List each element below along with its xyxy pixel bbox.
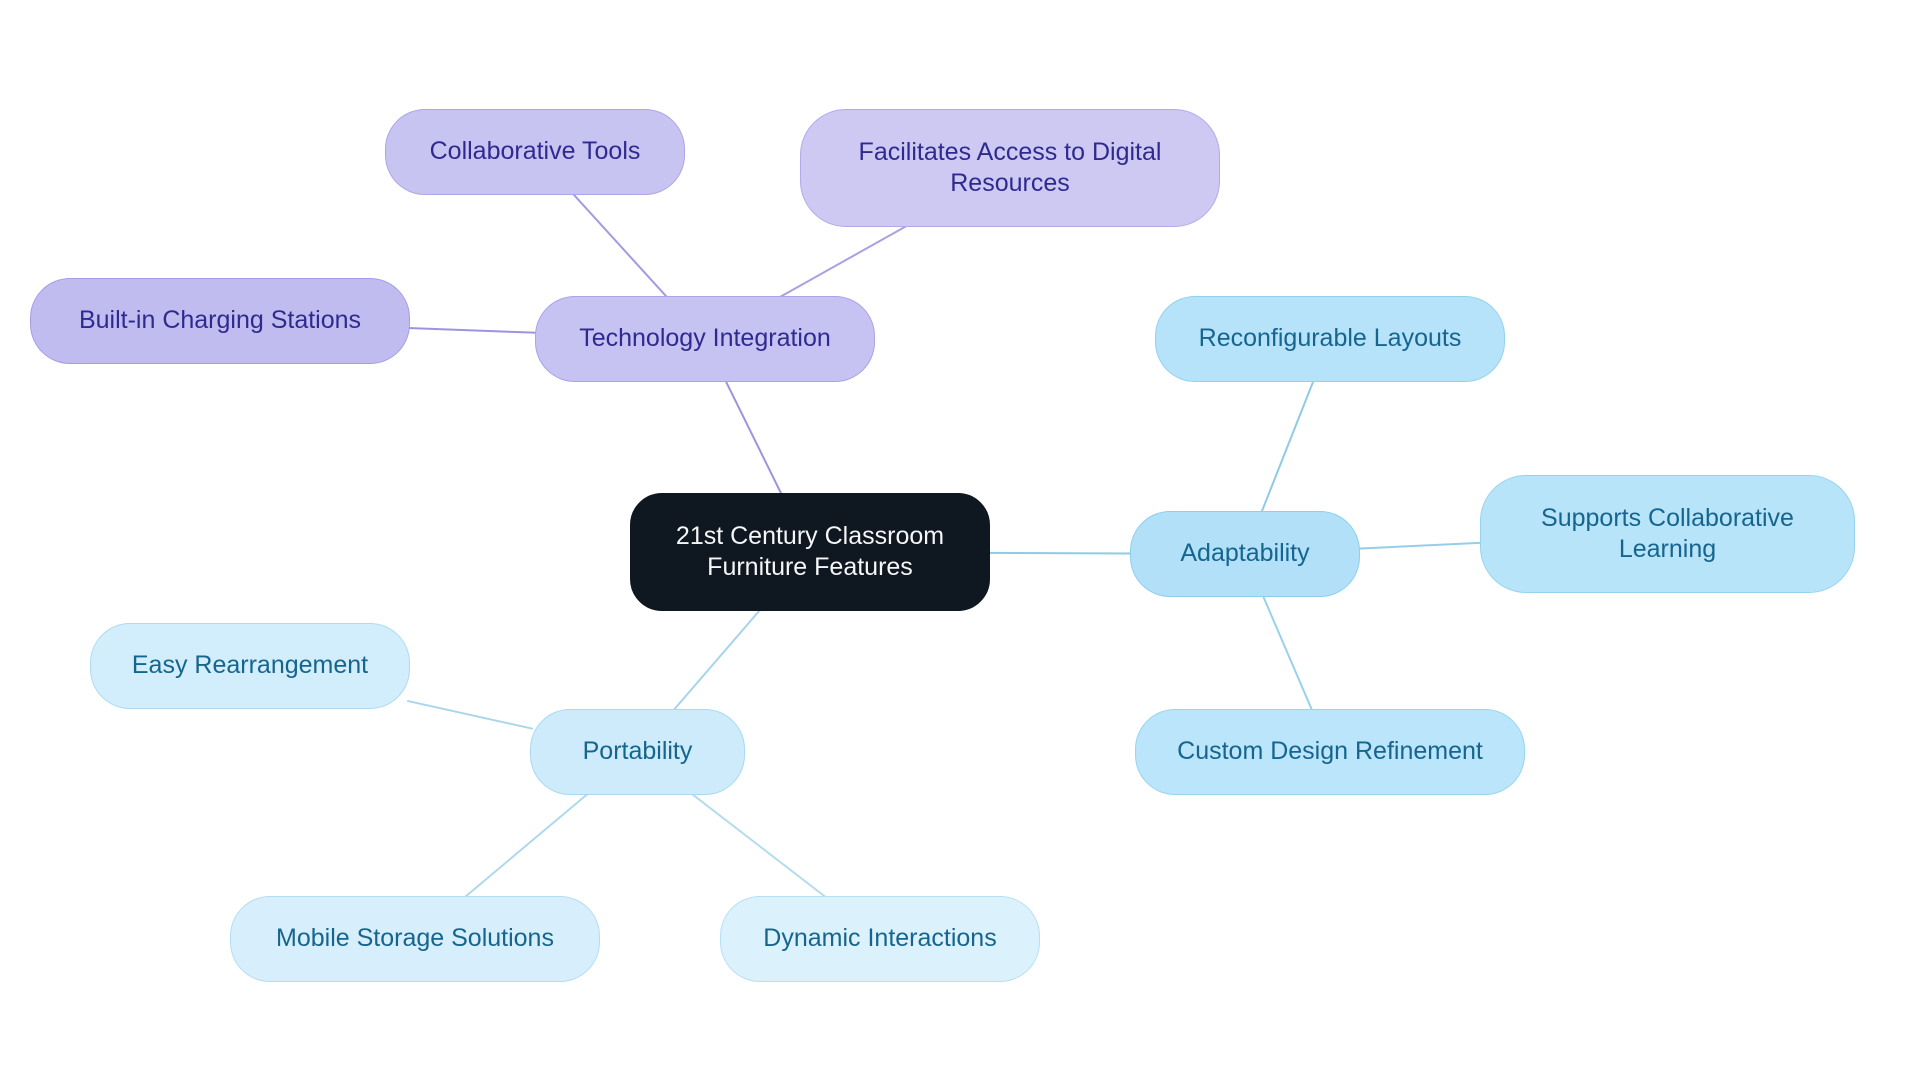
node-label-port-mobile: Mobile Storage Solutions [276,923,554,954]
node-tech-digital: Facilitates Access to Digital Resources [800,109,1220,227]
node-label-tech-collab: Collaborative Tools [430,136,641,167]
node-label-adapt: Adaptability [1180,538,1309,569]
node-port-rearrange: Easy Rearrangement [90,623,410,709]
edge-adapt-adapt-reconfig [1261,380,1313,513]
node-adapt: Adaptability [1130,511,1360,597]
edge-root-tech [725,380,781,495]
node-adapt-reconfig: Reconfigurable Layouts [1155,296,1505,382]
node-label-port: Portability [583,736,693,767]
edge-tech-tech-digital [780,226,907,297]
edge-root-adapt [988,553,1132,554]
node-tech: Technology Integration [535,296,875,382]
edge-tech-tech-charging [408,328,537,333]
edge-adapt-adapt-custom [1263,595,1313,711]
node-tech-collab: Collaborative Tools [385,109,685,195]
node-adapt-custom: Custom Design Refinement [1135,709,1525,795]
edge-port-port-dynamic [692,794,826,897]
node-label-tech: Technology Integration [579,323,831,354]
node-label-adapt-reconfig: Reconfigurable Layouts [1199,323,1462,354]
edge-tech-tech-collab [573,194,668,298]
node-label-port-dynamic: Dynamic Interactions [763,923,996,954]
edge-port-port-mobile [465,794,588,898]
node-port-mobile: Mobile Storage Solutions [230,896,600,982]
node-label-port-rearrange: Easy Rearrangement [132,650,368,681]
edge-adapt-adapt-collab [1358,543,1482,549]
edge-root-port [673,609,760,710]
node-root: 21st Century Classroom Furniture Feature… [630,493,990,611]
node-port: Portability [530,709,745,795]
node-label-tech-digital: Facilitates Access to Digital Resources [819,137,1201,200]
node-adapt-collab: Supports Collaborative Learning [1480,475,1855,593]
node-label-adapt-custom: Custom Design Refinement [1177,736,1483,767]
edge-port-port-rearrange [408,701,532,728]
node-label-tech-charging: Built-in Charging Stations [79,305,361,336]
node-tech-charging: Built-in Charging Stations [30,278,410,364]
node-label-root: 21st Century Classroom Furniture Feature… [649,521,971,584]
node-label-adapt-collab: Supports Collaborative Learning [1499,503,1836,566]
node-port-dynamic: Dynamic Interactions [720,896,1040,982]
mindmap-canvas: 21st Century Classroom Furniture Feature… [0,0,1920,1083]
